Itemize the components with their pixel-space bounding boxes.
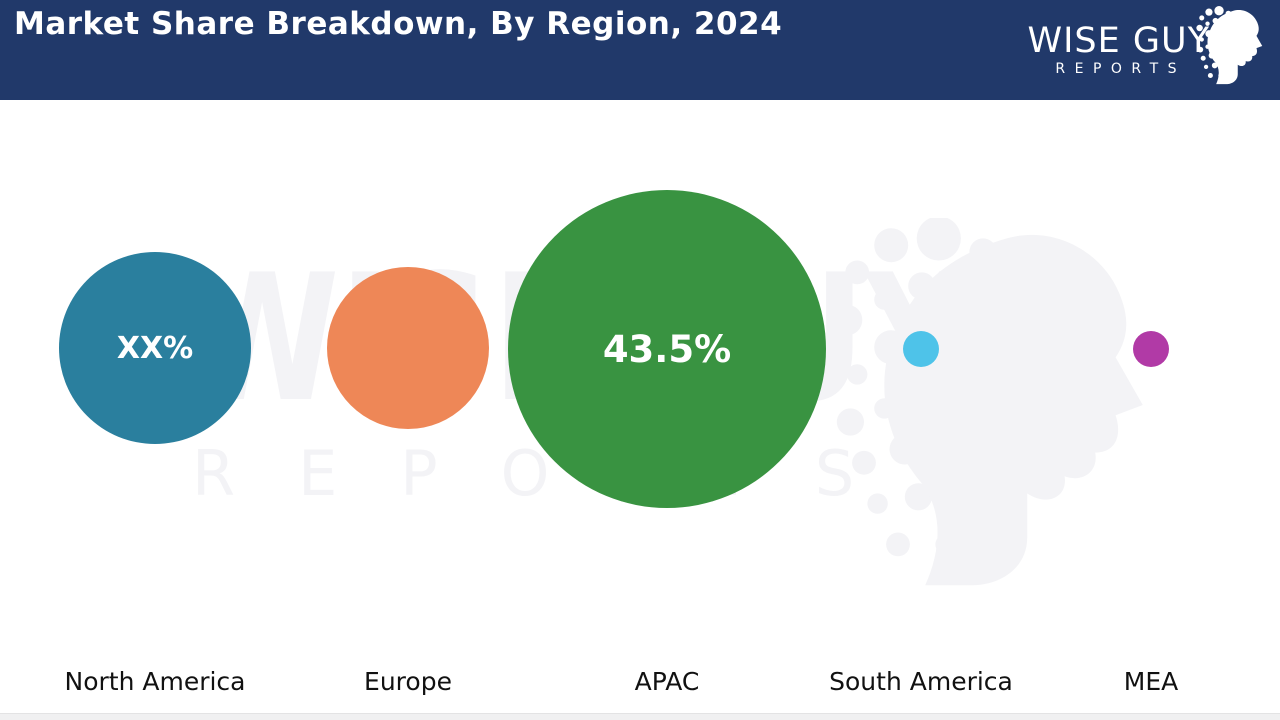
bubble-south-america (903, 331, 939, 367)
region-label-north-america: North America (64, 667, 246, 696)
bottom-strip (0, 713, 1280, 720)
wise-guy-logo: WISE GUY REPORTS (1027, 6, 1268, 86)
bubble-apac: 43.5% (508, 190, 826, 508)
logo-face-icon (1196, 6, 1263, 85)
logo-subtitle: REPORTS (1055, 60, 1187, 77)
bubble-mea (1133, 331, 1169, 367)
watermark-face-icon (831, 218, 1143, 586)
region-label-apac: APAC (634, 667, 700, 696)
bubble-value-label: 43.5% (602, 327, 732, 371)
region-label-mea: MEA (1123, 667, 1179, 696)
header: Market Share Breakdown, By Region, 2024 … (0, 0, 1280, 100)
page-title: Market Share Breakdown, By Region, 2024 (14, 6, 783, 42)
region-label-europe: Europe (364, 667, 452, 696)
bubble-north-america: XX% (59, 252, 251, 444)
bubble-europe (327, 267, 489, 429)
logo-wordmark: WISE GUY (1027, 20, 1210, 61)
logo-text: WISE GUY REPORTS (1027, 22, 1210, 77)
bubble-value-label: XX% (116, 330, 194, 366)
region-label-south-america: South America (829, 667, 1013, 696)
